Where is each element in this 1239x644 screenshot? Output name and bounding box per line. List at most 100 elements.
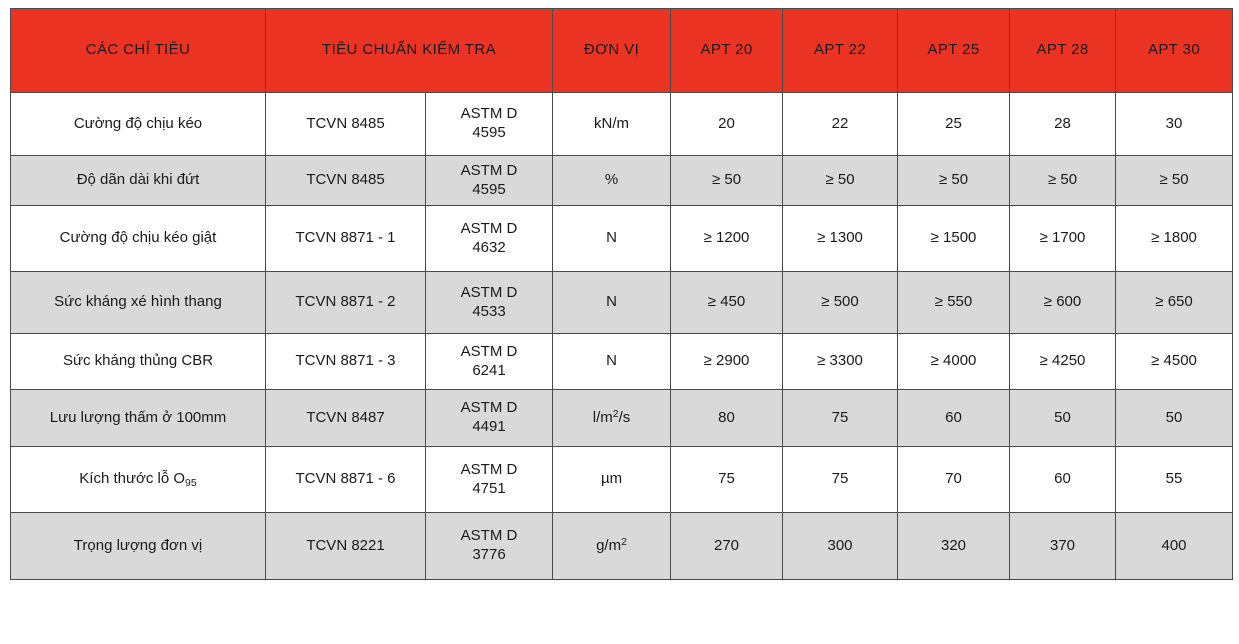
table-body: Cường độ chịu kéo TCVN 8485 ASTM D 4595 kN/m… — [10, 92, 1234, 580]
cell-apt-30: 50 — [1115, 389, 1234, 447]
column-header-apt-20: APT 20 — [670, 8, 784, 93]
table-header: CÁC CHỈ TIÊU TIÊU CHUẨN KIỂM TRA ĐƠN VỊ … — [10, 8, 1234, 93]
cell-apt-28: 28 — [1009, 92, 1117, 156]
cell-astm-standard: ASTM D 6241 — [424, 333, 554, 390]
cell-apt-20: 270 — [670, 512, 784, 580]
cell-apt-25: 25 — [897, 92, 1011, 156]
astm-line-1: ASTM D — [460, 105, 518, 123]
cell-unit: kN/m — [552, 92, 672, 156]
astm-line-1: ASTM D — [460, 399, 518, 417]
cell-apt-28: ≥ 50 — [1009, 155, 1117, 206]
cell-unit: µm — [552, 446, 672, 513]
table-row: Lưu lượng thấm ở 100mm TCVN 8487 ASTM D 449… — [10, 389, 1234, 447]
cell-apt-25: ≥ 1500 — [897, 205, 1011, 272]
table-row: Sức kháng thủng CBR TCVN 8871 - 3 ASTM D 62… — [10, 333, 1234, 390]
cell-apt-20: 20 — [670, 92, 784, 156]
cell-apt-22: 300 — [782, 512, 899, 580]
cell-apt-25: ≥ 4000 — [897, 333, 1011, 390]
cell-apt-28: ≥ 1700 — [1009, 205, 1117, 272]
cell-tcvn-standard: TCVN 8485 — [265, 155, 426, 206]
cell-criteria: Cường độ chịu kéo giật — [10, 205, 266, 272]
cell-unit: g/m2 — [552, 512, 672, 580]
cell-tcvn-standard: TCVN 8871 - 6 — [265, 446, 426, 513]
astm-line-2: 4751 — [472, 479, 506, 497]
cell-unit: N — [552, 205, 672, 272]
cell-astm-standard: ASTM D 4595 — [424, 92, 554, 156]
cell-criteria: Cường độ chịu kéo — [10, 92, 266, 156]
table-row: Độ dãn dài khi đứt TCVN 8485 ASTM D 4595% ≥ … — [10, 155, 1234, 206]
cell-apt-20: ≥ 1200 — [670, 205, 784, 272]
cell-criteria: Độ dãn dài khi đứt — [10, 155, 266, 206]
astm-line-2: 4632 — [472, 238, 506, 256]
cell-apt-22: ≥ 500 — [782, 271, 899, 334]
header-row: CÁC CHỈ TIÊU TIÊU CHUẨN KIỂM TRA ĐƠN VỊ … — [10, 8, 1234, 93]
cell-tcvn-standard: TCVN 8871 - 3 — [265, 333, 426, 390]
cell-astm-standard: ASTM D 4751 — [424, 446, 554, 513]
cell-criteria: Kích thước lỗ O95 — [10, 446, 266, 513]
astm-line-2: 6241 — [472, 361, 506, 379]
cell-apt-25: 60 — [897, 389, 1011, 447]
cell-apt-28: 370 — [1009, 512, 1117, 580]
cell-apt-25: ≥ 550 — [897, 271, 1011, 334]
table-row: Cường độ chịu kéo TCVN 8485 ASTM D 4595 kN/m… — [10, 92, 1234, 156]
cell-apt-20: 80 — [670, 389, 784, 447]
cell-apt-28: ≥ 600 — [1009, 271, 1117, 334]
technical-specification-table: CÁC CHỈ TIÊU TIÊU CHUẨN KIỂM TRA ĐƠN VỊ … — [10, 8, 1234, 580]
cell-apt-30: 55 — [1115, 446, 1234, 513]
cell-criteria: Lưu lượng thấm ở 100mm — [10, 389, 266, 447]
cell-criteria: Trọng lượng đơn vị — [10, 512, 266, 580]
table-row: Kích thước lỗ O95 TCVN 8871 - 6 ASTM D 4751… — [10, 446, 1234, 513]
cell-apt-30: ≥ 650 — [1115, 271, 1234, 334]
cell-apt-22: 75 — [782, 446, 899, 513]
cell-apt-25: 70 — [897, 446, 1011, 513]
cell-apt-22: ≥ 1300 — [782, 205, 899, 272]
cell-apt-30: ≥ 50 — [1115, 155, 1234, 206]
cell-unit: N — [552, 333, 672, 390]
astm-line-2: 4491 — [472, 418, 506, 435]
cell-apt-25: 320 — [897, 512, 1011, 580]
astm-line-1: ASTM D — [460, 460, 518, 478]
cell-astm-standard: ASTM D 4533 — [424, 271, 554, 334]
astm-line-1: ASTM D — [460, 342, 518, 360]
cell-tcvn-standard: TCVN 8485 — [265, 92, 426, 156]
cell-unit: % — [552, 155, 672, 206]
astm-line-1: ASTM D — [460, 161, 518, 179]
cell-apt-30: 400 — [1115, 512, 1234, 580]
column-header-criteria: CÁC CHỈ TIÊU — [10, 8, 266, 93]
cell-tcvn-standard: TCVN 8871 - 1 — [265, 205, 426, 272]
astm-line-1: ASTM D — [460, 219, 518, 237]
column-header-apt-22: APT 22 — [782, 8, 899, 93]
cell-apt-20: ≥ 50 — [670, 155, 784, 206]
technical-specification-table-container: CÁC CHỈ TIÊU TIÊU CHUẨN KIỂM TRA ĐƠN VỊ … — [10, 8, 1234, 580]
cell-apt-30: ≥ 4500 — [1115, 333, 1234, 390]
astm-line-2: 4595 — [472, 180, 506, 198]
cell-apt-28: ≥ 4250 — [1009, 333, 1117, 390]
astm-line-2: 4533 — [472, 302, 506, 320]
cell-apt-25: ≥ 50 — [897, 155, 1011, 206]
table-row: Sức kháng xé hình thang TCVN 8871 - 2 ASTM… — [10, 271, 1234, 334]
cell-astm-standard: ASTM D 4595 — [424, 155, 554, 206]
cell-tcvn-standard: TCVN 8871 - 2 — [265, 271, 426, 334]
column-header-test-standard: TIÊU CHUẨN KIỂM TRA — [264, 8, 554, 93]
column-header-apt-28: APT 28 — [1009, 8, 1117, 93]
cell-criteria: Sức kháng xé hình thang — [10, 271, 266, 334]
cell-apt-30: ≥ 1800 — [1115, 205, 1234, 272]
astm-line-1: ASTM D — [460, 527, 518, 545]
cell-astm-standard: ASTM D 4491 — [424, 389, 554, 447]
cell-apt-22: 75 — [782, 389, 899, 447]
cell-criteria: Sức kháng thủng CBR — [10, 333, 266, 390]
table-row: Trọng lượng đơn vị TCVN 8221 ASTM D 3776 g/m… — [10, 512, 1234, 580]
cell-unit: N — [552, 271, 672, 334]
column-header-apt-25: APT 25 — [897, 8, 1011, 93]
cell-astm-standard: ASTM D 4632 — [424, 205, 554, 272]
cell-tcvn-standard: TCVN 8221 — [265, 512, 426, 580]
column-header-unit: ĐƠN VỊ — [552, 8, 672, 93]
cell-apt-20: 75 — [670, 446, 784, 513]
cell-apt-22: ≥ 3300 — [782, 333, 899, 390]
cell-apt-22: ≥ 50 — [782, 155, 899, 206]
cell-apt-28: 50 — [1009, 389, 1117, 447]
cell-apt-20: ≥ 2900 — [670, 333, 784, 390]
cell-apt-28: 60 — [1009, 446, 1117, 513]
astm-line-2: 4595 — [472, 124, 506, 141]
cell-unit: l/m2/s — [552, 389, 672, 447]
